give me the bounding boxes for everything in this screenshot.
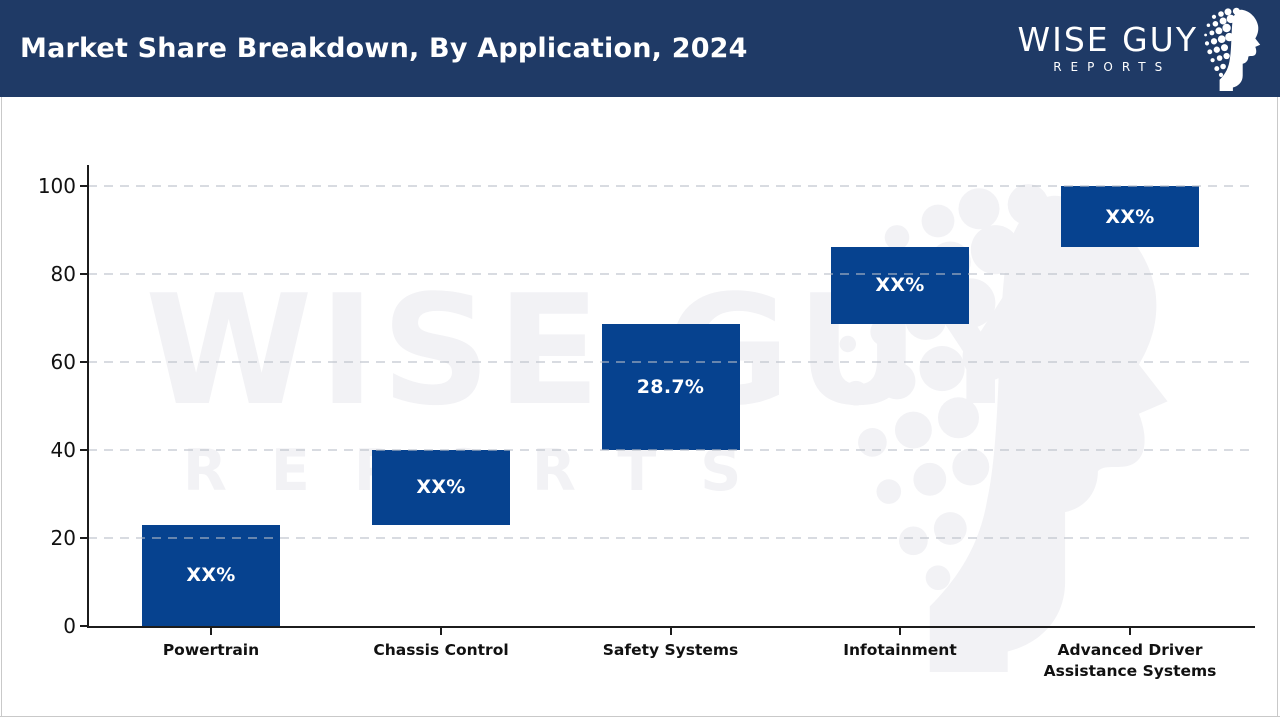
gridline-60 [88, 361, 1255, 363]
logo-subtitle: REPORTS [1053, 59, 1172, 74]
x-tick-mark-powertrain [210, 628, 212, 635]
x-tick-mark-advanced-driver-assistance-systems [1129, 628, 1131, 635]
x-tick-mark-chassis-control [440, 628, 442, 635]
logo-wordmark: WISE GUY [1017, 20, 1198, 60]
chart-title: Market Share Breakdown, By Application, … [20, 33, 748, 64]
y-tick-mark-80 [80, 273, 88, 275]
category-label-infotainment: Infotainment [843, 641, 957, 659]
bar-advanced-driver-assistance-systems: XX% [1061, 186, 1199, 248]
category-label-advanced-driver-assistance-systems: Advanced Driver Assistance Systems [1043, 641, 1217, 681]
bar-value-label-advanced-driver-assistance-systems: XX% [1105, 205, 1155, 228]
y-tick-label-0: 0 [63, 614, 76, 638]
x-axis-line [87, 626, 1255, 628]
y-tick-mark-100 [80, 185, 88, 187]
wiseguy-logo-text: WISE GUY REPORTS [1017, 23, 1198, 74]
y-tick-mark-60 [80, 361, 88, 363]
gridline-100 [88, 185, 1255, 187]
y-tick-label-80: 80 [50, 262, 76, 286]
bar-value-label-infotainment: XX% [875, 274, 925, 297]
category-label-powertrain: Powertrain [162, 641, 260, 659]
bottom-border-line [0, 716, 1280, 717]
bar-value-label-powertrain: XX% [186, 564, 236, 587]
bar-value-label-chassis-control: XX% [416, 476, 466, 499]
header-bar: Market Share Breakdown, By Application, … [0, 0, 1280, 97]
y-tick-label-100: 100 [37, 174, 76, 198]
gridline-40 [88, 449, 1255, 451]
y-tick-mark-0 [80, 625, 88, 627]
bar-powertrain: XX% [142, 524, 280, 626]
category-label-chassis-control: Chassis Control [373, 641, 509, 659]
left-border-line [1, 97, 2, 717]
gridline-20 [88, 537, 1255, 539]
gridline-80 [88, 273, 1255, 275]
y-tick-mark-40 [80, 449, 88, 451]
bar-safety-systems: 28.7% [601, 323, 740, 450]
y-tick-label-60: 60 [50, 350, 76, 374]
y-axis-line [87, 165, 89, 628]
bar-value-label-safety-systems: 28.7% [636, 375, 705, 398]
y-tick-label-20: 20 [50, 526, 76, 550]
bar-infotainment: XX% [831, 247, 969, 324]
right-border-line [1277, 97, 1278, 717]
wiseguy-head-icon [1200, 7, 1270, 91]
x-tick-mark-safety-systems [669, 628, 672, 635]
category-label-safety-systems: Safety Systems [602, 641, 739, 659]
x-tick-mark-infotainment [899, 628, 901, 635]
y-tick-mark-20 [80, 537, 88, 539]
bar-chassis-control: XX% [372, 450, 510, 525]
wiseguy-logo: WISE GUY REPORTS [1017, 7, 1270, 91]
y-tick-label-40: 40 [50, 438, 76, 462]
